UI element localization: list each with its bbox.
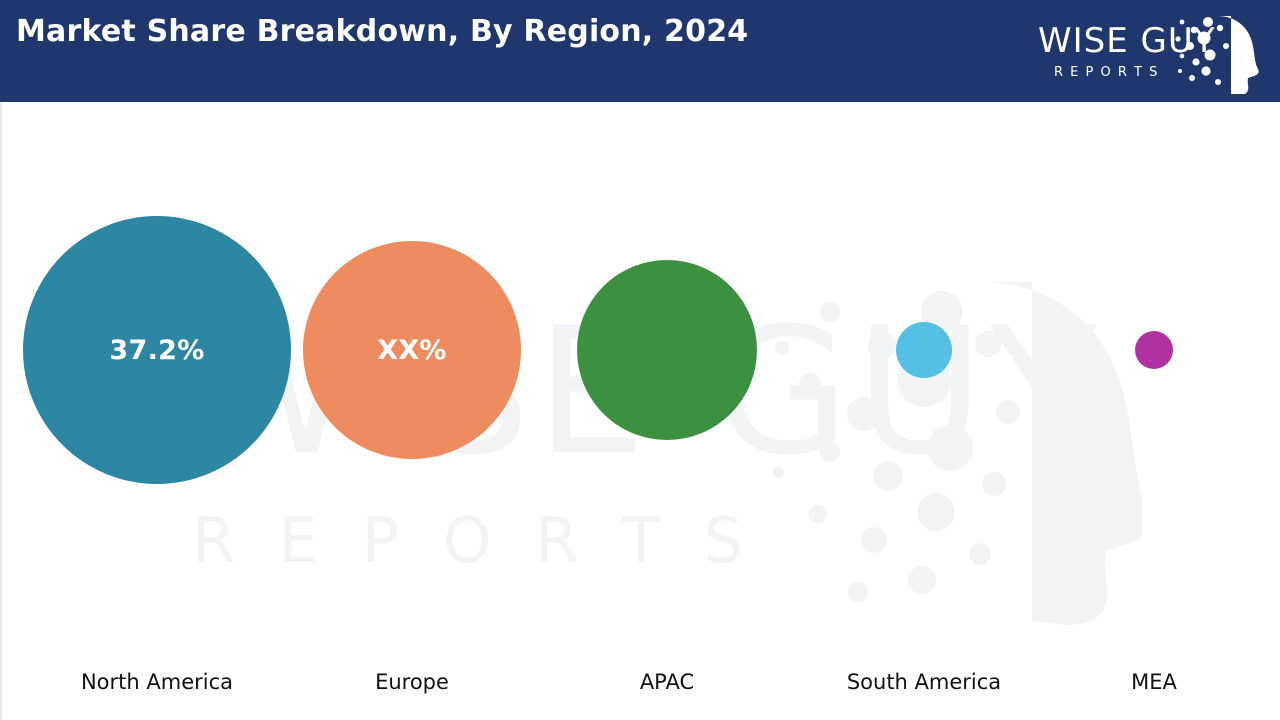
axis-label-mea: MEA xyxy=(1131,670,1177,694)
axis-label-south-america: South America xyxy=(846,670,1002,694)
wise-guy-reports-logo: WISE GUY R E P O R T S xyxy=(1032,8,1262,94)
axis-label-apac: APAC xyxy=(639,670,695,694)
chart-plot-area: WISE GUY R E P O R T S xyxy=(0,102,1280,720)
axis-label-north-america: North America xyxy=(80,670,234,694)
bubble-south-america[interactable] xyxy=(896,322,952,378)
bubble-apac[interactable] xyxy=(577,260,757,440)
bubble-value-label: XX% xyxy=(377,334,447,366)
page-title: Market Share Breakdown, By Region, 2024 xyxy=(16,14,749,49)
bubble-value-label: 37.2% xyxy=(109,334,205,366)
bubble-mea[interactable] xyxy=(1135,331,1173,369)
svg-text:R E P O R T S: R E P O R T S xyxy=(1054,65,1159,80)
axis-label-europe: Europe xyxy=(375,670,449,694)
bubble-north-america[interactable]: 37.2% xyxy=(23,216,291,484)
bubble-europe[interactable]: XX% xyxy=(303,241,521,459)
svg-text:R E P O R T S: R E P O R T S xyxy=(192,504,755,577)
chart-header: Market Share Breakdown, By Region, 2024 … xyxy=(0,0,1280,102)
svg-text:WISE GUY: WISE GUY xyxy=(1038,21,1216,61)
